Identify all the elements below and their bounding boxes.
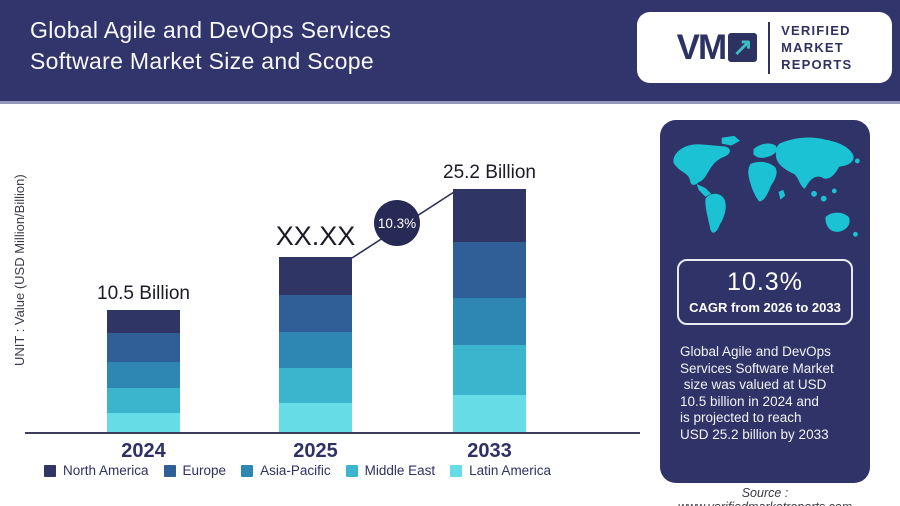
bar-2033-segment-middle-east (453, 345, 526, 395)
bar-2024-segment-latin-america (107, 413, 180, 433)
value-label-2033: 25.2 Billion (443, 162, 536, 183)
bar-2025-segment-europe (279, 295, 352, 332)
value-label-2024: 10.5 Billion (97, 283, 190, 304)
cagr-range-label: CAGR from 2026 to 2033 (689, 300, 841, 315)
world-map-icon (673, 135, 860, 237)
summary-panel: 10.3% CAGR from 2026 to 2033 Global Agil… (660, 120, 870, 483)
bar-2025-segment-middle-east (279, 368, 352, 403)
bar-2033-segment-asia-pacific (453, 298, 526, 345)
legend-label-asia-pacific: Asia-Pacific (260, 463, 331, 478)
bar-2024-segment-middle-east (107, 388, 180, 413)
vmr-logo: VM ↗ VERIFIED MARKET REPORTS (637, 12, 892, 83)
bar-2025-segment-north-america (279, 257, 352, 295)
stacked-bar-chart: UNIT : Value (USD Million/Billion) 10.5 … (0, 104, 655, 506)
bar-2033-segment-europe (453, 242, 526, 298)
value-label-2025: XX.XX (275, 221, 356, 251)
source-attribution: Source : www.verifiedmarketreports.com (678, 486, 852, 506)
x-axis-line (25, 432, 640, 434)
legend-label-north-america: North America (63, 463, 149, 478)
bar-2025-segment-asia-pacific (279, 332, 352, 368)
legend-swatch-europe (163, 464, 176, 477)
legend-item-europe: Europe (163, 463, 227, 478)
legend-item-latin-america: Latin America (450, 463, 551, 478)
title-line-1: Global Agile and DevOps Services (30, 17, 392, 43)
arrow-up-right-icon: ↗ (728, 33, 758, 62)
legend-swatch-middle-east (345, 464, 358, 477)
title-line-2: Software Market Size and Scope (30, 48, 374, 74)
bar-2033-segment-north-america (453, 189, 526, 242)
bar-2033-segment-latin-america (453, 395, 526, 433)
bar-2033 (453, 189, 526, 433)
legend-item-north-america: North America (44, 463, 149, 478)
bar-2024-segment-europe (107, 333, 180, 362)
y-axis-label: UNIT : Value (USD Million/Billion) (12, 174, 27, 366)
x-tick-2024: 2024 (121, 440, 166, 462)
page-title: Global Agile and DevOps Services Softwar… (30, 15, 391, 77)
bar-2024 (107, 310, 180, 433)
legend-item-middle-east: Middle East (345, 463, 436, 478)
brand-name: VERIFIED MARKET REPORTS (781, 22, 852, 73)
cagr-badge: 10.3% (374, 200, 420, 246)
legend-item-asia-pacific: Asia-Pacific (241, 463, 331, 478)
legend-label-latin-america: Latin America (469, 463, 551, 478)
x-tick-2025: 2025 (293, 440, 338, 462)
bar-2025-segment-latin-america (279, 403, 352, 433)
vmr-logo-mark: VM ↗ (677, 28, 758, 68)
cagr-box: 10.3% CAGR from 2026 to 2033 (677, 259, 853, 325)
chart-legend: North America Europe Asia-Pacific Middle Ea… (44, 463, 551, 478)
brand-line-verified: VERIFIED (781, 23, 851, 38)
header-banner: Global Agile and DevOps Services Softwar… (0, 0, 900, 104)
bar-2024-segment-asia-pacific (107, 362, 180, 388)
legend-label-middle-east: Middle East (364, 463, 436, 478)
legend-swatch-north-america (44, 464, 56, 477)
legend-swatch-asia-pacific (241, 464, 254, 477)
cagr-badge-value: 10.3% (377, 215, 417, 231)
market-summary-text: Global Agile and DevOps Services Softwar… (680, 344, 834, 442)
logo-divider (768, 21, 771, 74)
cagr-value: 10.3% (727, 268, 803, 296)
bar-2024-segment-north-america (107, 310, 180, 333)
x-tick-2033: 2033 (467, 440, 512, 462)
bar-2025 (279, 257, 352, 433)
brand-line-reports: REPORTS (781, 57, 853, 72)
brand-line-market: MARKET (781, 40, 844, 55)
legend-swatch-latin-america (450, 464, 463, 477)
vmr-logo-letters: VM (676, 27, 727, 67)
legend-label-europe: Europe (182, 463, 227, 478)
